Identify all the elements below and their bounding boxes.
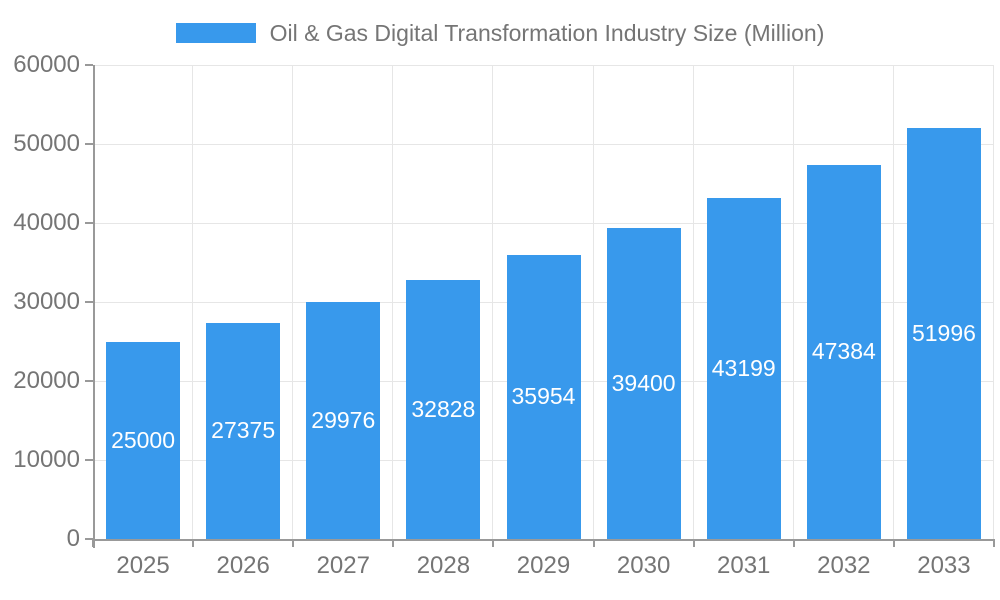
y-axis-line [93, 65, 95, 548]
bar-value-label: 47384 [811, 338, 876, 365]
x-axis-tick [92, 539, 94, 547]
legend-swatch [175, 23, 256, 43]
bar-value-label: 51996 [911, 320, 976, 347]
x-axis-tick [192, 539, 195, 547]
plot-area: 25000 27375 29976 32828 35954 39400 43199 47384… [93, 65, 994, 539]
y-axis-tick [85, 538, 93, 540]
gridline-vertical [192, 65, 194, 539]
bar-2031[interactable]: 43199 [706, 197, 781, 539]
x-axis-tick [292, 539, 295, 547]
x-axis-tick [492, 539, 495, 547]
x-axis-label: 2031 [717, 552, 771, 579]
x-axis-label: 2032 [817, 552, 871, 579]
x-axis-label: 2026 [216, 552, 270, 579]
bar-2026[interactable]: 27375 [206, 322, 281, 539]
bar-2030[interactable]: 39400 [606, 227, 681, 539]
y-axis-tick [85, 143, 93, 145]
y-axis-label: 60000 [13, 51, 80, 78]
gridline-horizontal [93, 223, 994, 224]
x-axis-line [93, 539, 995, 541]
x-axis-tick [592, 539, 595, 547]
bar-2027[interactable]: 29976 [306, 302, 381, 539]
x-axis-tick [692, 539, 695, 547]
y-axis-tick [85, 64, 93, 66]
x-axis-label: 2028 [416, 552, 471, 579]
x-axis-tick [892, 539, 895, 547]
gridline-vertical [892, 65, 894, 539]
gridline-vertical [792, 65, 794, 539]
bar-value-label: 32828 [411, 395, 476, 422]
bar-value-label: 27375 [211, 417, 276, 444]
gridline-vertical [292, 65, 294, 539]
x-axis-label: 2030 [616, 552, 671, 579]
y-axis-tick [85, 301, 93, 303]
x-axis-tick [993, 539, 995, 547]
y-axis-label: 40000 [13, 209, 80, 236]
bar-2033[interactable]: 51996 [906, 128, 981, 539]
x-axis-label: 2033 [917, 552, 971, 579]
gridline-vertical [392, 65, 394, 539]
y-axis-label: 20000 [13, 367, 80, 394]
legend-item[interactable]: Oil & Gas Digital Transformation Industr… [0, 14, 1000, 52]
x-axis-label: 2029 [516, 552, 571, 579]
bar-2032[interactable]: 47384 [806, 164, 881, 539]
bar-value-label: 43199 [711, 354, 776, 381]
bar-value-label: 29976 [311, 407, 376, 434]
y-axis-label: 0 [66, 525, 80, 552]
bar-2025[interactable]: 25000 [106, 341, 181, 539]
gridline-horizontal [93, 144, 994, 145]
gridline-horizontal [93, 65, 994, 66]
bar-value-label: 25000 [111, 426, 176, 453]
bar-value-label: 39400 [611, 369, 676, 396]
bar-2028[interactable]: 32828 [406, 279, 481, 539]
x-axis-label: 2025 [116, 552, 170, 579]
legend-label: Oil & Gas Digital Transformation Industr… [269, 19, 825, 46]
bar-value-label: 35954 [511, 383, 576, 410]
gridline-vertical [993, 65, 994, 539]
x-axis-tick [392, 539, 395, 547]
y-axis-tick [85, 222, 93, 224]
gridline-vertical [492, 65, 494, 539]
y-axis-label: 10000 [13, 446, 80, 473]
y-axis-tick [85, 380, 93, 382]
x-axis-tick [792, 539, 795, 547]
gridline-vertical [692, 65, 694, 539]
bar-2029[interactable]: 35954 [506, 254, 581, 539]
x-axis-label: 2027 [316, 552, 370, 579]
y-axis-label: 30000 [13, 288, 80, 315]
y-axis-tick [85, 459, 93, 461]
gridline-vertical [592, 65, 594, 539]
y-axis-label: 50000 [13, 130, 80, 157]
